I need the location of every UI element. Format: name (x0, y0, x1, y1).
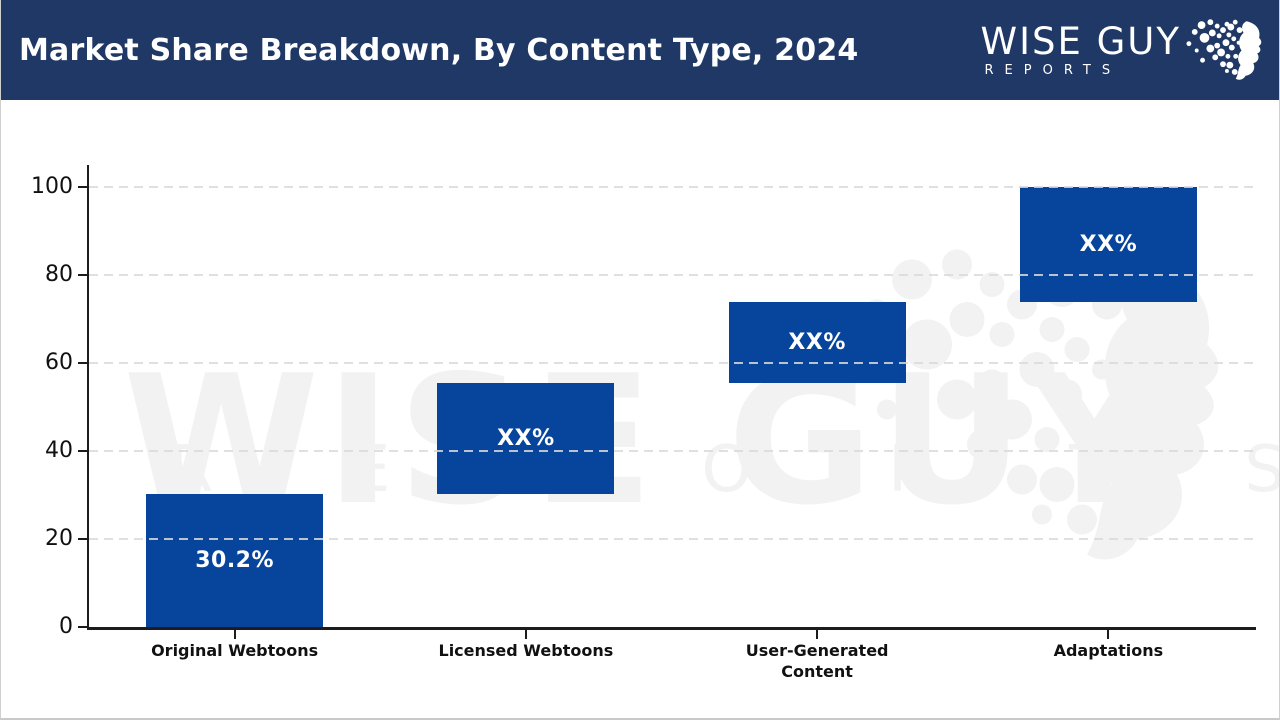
y-tick-label-20: 20 (45, 525, 73, 551)
bar-value-label: XX% (788, 329, 846, 355)
x-axis-label-adaptations: Adaptations (1053, 641, 1164, 660)
x-axis-line (87, 627, 1256, 630)
bar-value-label: 30.2% (195, 547, 275, 573)
bar-licensed-webtoons: XX% (437, 382, 615, 494)
chart-area: WISE GUY R E P O R T S 30.2% XX% XX% XX% 0 20… (1, 100, 1279, 718)
page-title: Market Share Breakdown, By Content Type,… (19, 32, 859, 68)
y-tick-0 (78, 626, 88, 628)
x-tick-0 (233, 630, 236, 639)
bar-user-generated-content: XX% (728, 302, 906, 383)
header-bar: Market Share Breakdown, By Content Type,… (1, 0, 1279, 100)
bar-adaptations: XX% (1019, 186, 1197, 303)
x-axis-label-licensed-webtoons: Licensed Webtoons (438, 641, 614, 660)
gridline-40 (89, 449, 1254, 452)
gridline-60 (89, 361, 1254, 364)
y-tick-60 (78, 361, 88, 364)
y-tick-label-100: 100 (31, 173, 73, 199)
gridline-20 (89, 537, 1254, 540)
logo-wordmark: WISE GUY (980, 19, 1181, 63)
gridline-80 (89, 273, 1254, 276)
logo-text: WISE GUY REPORTS (981, 23, 1181, 78)
y-tick-label-0: 0 (59, 614, 73, 639)
y-tick-label-80: 80 (45, 261, 73, 287)
y-tick-80 (78, 273, 88, 276)
logo-subtitle: REPORTS (984, 62, 1122, 78)
gridline-100 (89, 185, 1254, 188)
wiseguy-logo: WISE GUY REPORTS (981, 8, 1263, 92)
bar-original-webtoons: 30.2% (146, 493, 324, 627)
x-tick-3 (1107, 630, 1110, 639)
bar-value-label: XX% (1079, 231, 1138, 257)
y-tick-label-60: 60 (45, 349, 73, 375)
y-tick-20 (78, 537, 88, 540)
x-tick-2 (816, 630, 819, 639)
logo-face-icon (1186, 19, 1262, 80)
y-tick-label-40: 40 (45, 437, 73, 463)
x-axis-label-user-generated-content: User-Generated Content (745, 641, 889, 681)
bar-value-label: XX% (497, 425, 555, 451)
y-tick-40 (78, 449, 88, 452)
y-axis-line (87, 165, 89, 629)
y-tick-100 (78, 185, 88, 188)
x-tick-1 (524, 630, 527, 639)
x-axis-label-original-webtoons: Original Webtoons (151, 641, 319, 660)
